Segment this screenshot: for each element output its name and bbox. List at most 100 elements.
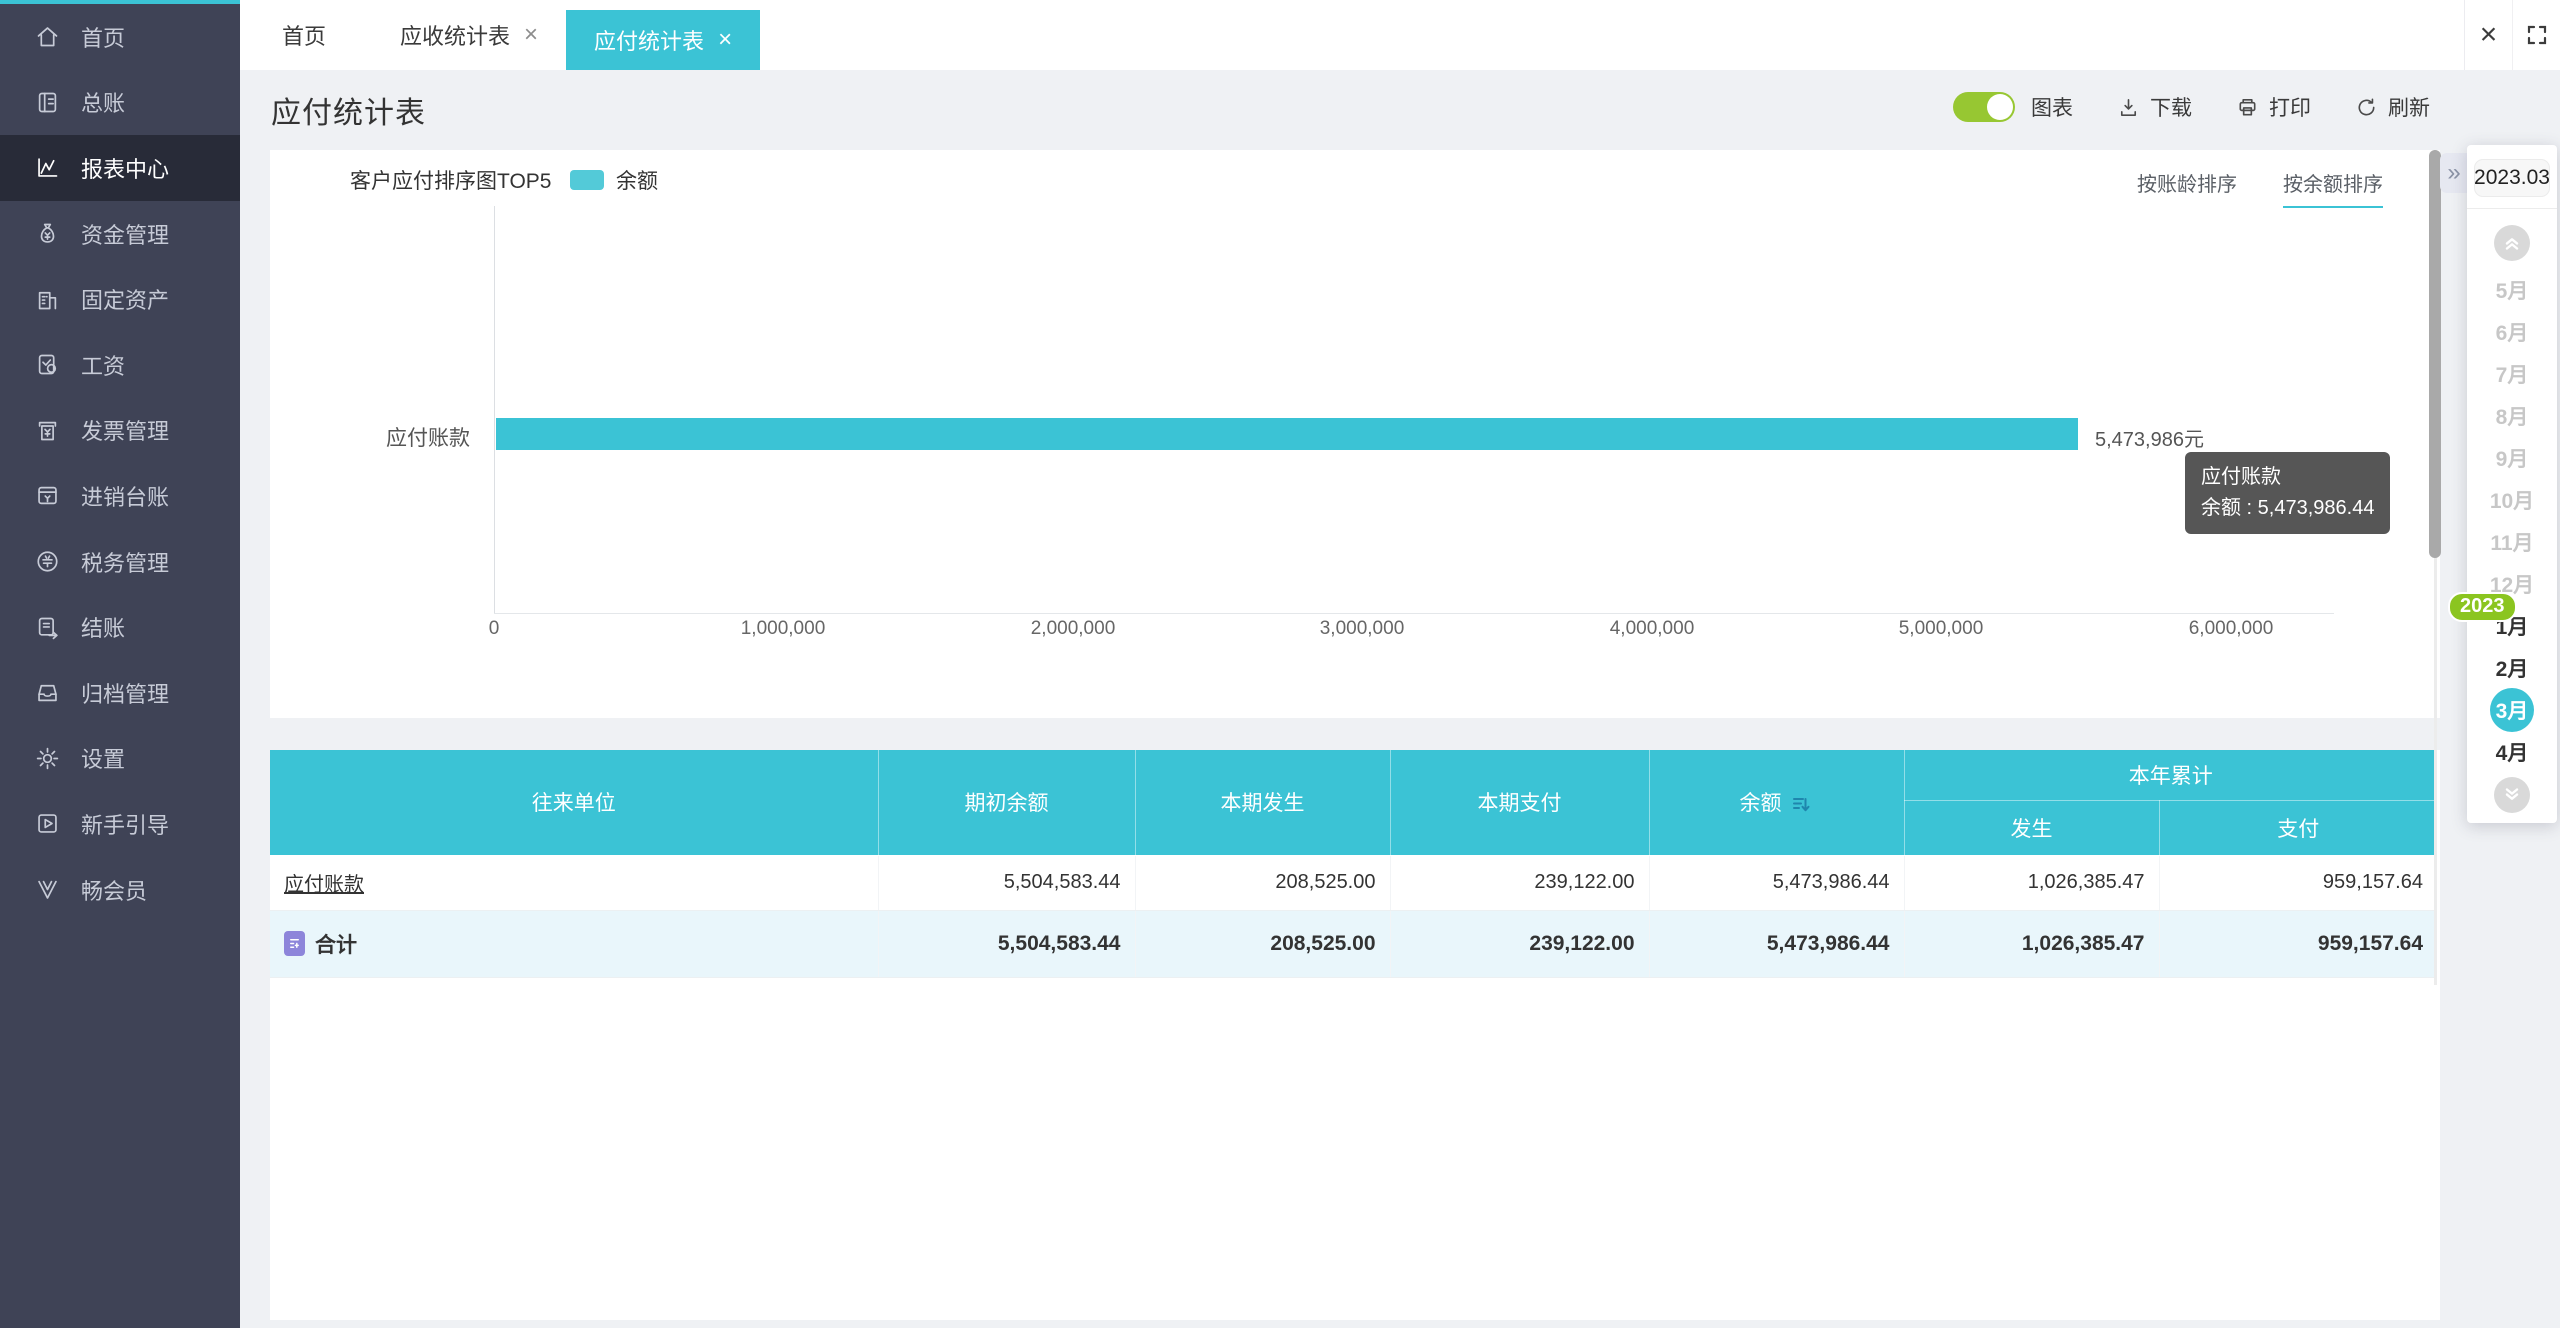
x-tick: 0 [488,618,500,639]
tab-payable-report[interactable]: 应付统计表 × [566,10,761,70]
month-item-february[interactable]: 2月 [2495,658,2529,681]
report-chart-icon [33,154,61,182]
sidebar-accent-strip [0,0,240,4]
double-chevron-down-icon [2505,788,2519,800]
download-label: 下载 [2150,97,2192,120]
table-total-row: 合计 5,504,583.44 208,525.00 239,122.00 5,… [270,910,2437,978]
col-header-current-paid[interactable]: 本期支付 [1389,750,1650,856]
sidebar-item-salary[interactable]: 工资 [0,332,240,398]
scroll-months-down-button[interactable] [2494,777,2530,813]
sidebar-item-report-center[interactable]: 报表中心 [0,135,240,201]
col-header-unit[interactable]: 往来单位 [270,750,879,856]
print-button[interactable]: 打印 [2236,92,2311,122]
total-current-paid: 239,122.00 [1390,910,1650,978]
chart-toggle-switch[interactable] [1953,92,2015,122]
sort-by-aging-link[interactable]: 按账龄排序 [2137,174,2237,196]
chart-tooltip: 应付账款 余额 : 5,473,986.44 [2185,452,2391,534]
chart-category-label: 应付账款 [386,427,470,450]
tab-label: 首页 [282,24,327,49]
cell-ytd-incurred: 1,026,385.47 [1904,855,2160,911]
total-ytd-paid: 959,157.64 [2159,910,2437,978]
month-item-june[interactable]: 6月 [2495,322,2529,345]
total-calculator-icon [284,931,305,956]
col-header-ytd-incurred[interactable]: 发生 [1903,799,2160,856]
sidebar-item-fixed-assets[interactable]: 固定资产 [0,266,240,332]
col-header-current-incurred[interactable]: 本期发生 [1134,750,1391,856]
sidebar-item-closing[interactable]: 结账 [0,594,240,660]
payable-summary-table-card: 往来单位 期初余额 本期发生 本期支付 余额 本年累计 发生 支付 应付账款 5… [270,750,2440,1320]
x-tick: 1,000,000 [740,618,826,639]
month-item-october[interactable]: 10月 [2489,490,2535,513]
sidebar-item-member[interactable]: 畅会员 [0,857,240,923]
sidebar-item-general-ledger[interactable]: 总账 [0,70,240,136]
chart-x-axis [494,613,2334,614]
month-item-december[interactable]: 12月 [2489,574,2535,597]
fullscreen-button[interactable] [2512,0,2560,70]
sidebar-item-beginner-guide[interactable]: 新手引导 [0,791,240,857]
sidebar-item-label: 税务管理 [81,550,170,576]
vertical-scrollbar-thumb[interactable] [2429,150,2441,558]
tax-icon [33,548,61,576]
cell-opening-balance: 5,504,583.44 [878,855,1136,911]
sidebar-item-label: 固定资产 [81,288,170,314]
vertical-scrollbar-track [2434,150,2437,985]
page-title: 应付统计表 [271,97,426,130]
tab-close-icon[interactable]: × [524,21,539,48]
row-link-payable[interactable]: 应付账款 [284,874,364,896]
collapse-month-panel-button[interactable]: » [2440,153,2468,193]
chart-y-axis [494,206,495,613]
sidebar-item-tax[interactable]: 税务管理 [0,529,240,595]
sidebar-item-label: 新手引导 [81,812,170,838]
col-header-opening-balance[interactable]: 期初余额 [877,750,1136,856]
tab-close-icon[interactable]: × [718,26,733,53]
sidebar-item-label: 首页 [81,25,126,51]
home-icon [33,23,61,51]
tooltip-title: 应付账款 [2201,466,2281,488]
sidebar-item-label: 设置 [81,747,126,773]
sidebar-item-purchase-sales-ledger[interactable]: 进销台账 [0,463,240,529]
refresh-button[interactable]: 刷新 [2355,92,2430,122]
sidebar-item-label: 资金管理 [81,222,170,248]
scroll-months-up-button[interactable] [2494,225,2530,261]
col-header-balance-label: 余额 [1739,792,1782,816]
sidebar-item-home[interactable]: 首页 [0,4,240,70]
tab-bar: 首页 应收统计表 × 应付统计表 × [240,0,2560,70]
legend-item-balance[interactable]: 余额 [570,165,658,195]
print-icon [2239,98,2256,116]
month-item-july[interactable]: 7月 [2495,364,2529,387]
chart-toggle-label: 图表 [2031,97,2073,120]
month-item-march-selected[interactable]: 3月 [2467,688,2557,732]
payable-summary-table: 往来单位 期初余额 本期发生 本期支付 余额 本年累计 发生 支付 应付账款 5… [270,750,2437,978]
sidebar-item-archive[interactable]: 归档管理 [0,660,240,726]
sidebar-item-label: 进销台账 [81,484,170,510]
chart-bar-payable[interactable] [496,418,2078,450]
x-tick: 4,000,000 [1609,618,1695,639]
sort-by-balance-link[interactable]: 按余额排序 [2283,168,2383,208]
tab-home[interactable]: 首页 [254,0,354,70]
month-item-november[interactable]: 11月 [2490,532,2534,555]
tab-receivable-report[interactable]: 应收统计表 × [372,0,566,70]
month-item-september[interactable]: 9月 [2495,448,2529,471]
tooltip-value: 余额 : 5,473,986.44 [2201,497,2375,519]
sidebar-item-settings[interactable]: 设置 [0,726,240,792]
double-chevron-right-icon: » [2447,159,2461,186]
sidebar-item-invoice[interactable]: 发票管理 [0,398,240,464]
current-period-label[interactable]: 2023.03 [2474,159,2550,197]
sort-descending-icon[interactable] [1782,792,1814,815]
month-item-april[interactable]: 4月 [2495,742,2529,765]
x-tick: 6,000,000 [2188,618,2274,639]
col-header-balance-sortable[interactable]: 余额 [1648,750,1905,856]
salary-doc-icon [33,351,61,379]
sidebar-item-funds[interactable]: 资金管理 [0,201,240,267]
month-item-may[interactable]: 5月 [2495,280,2529,303]
month-item-august[interactable]: 8月 [2495,406,2529,429]
sidebar-item-label: 工资 [81,353,126,379]
tab-label: 应付统计表 [594,29,705,54]
sidebar-item-label: 结账 [81,616,126,642]
fullscreen-icon [2527,25,2546,45]
download-button[interactable]: 下载 [2117,92,2192,122]
col-header-ytd-paid[interactable]: 支付 [2158,799,2437,856]
close-button[interactable]: × [2465,0,2512,70]
table-row-payable: 应付账款 5,504,583.44 208,525.00 239,122.00 … [270,855,2437,911]
refresh-label: 刷新 [2388,97,2430,120]
